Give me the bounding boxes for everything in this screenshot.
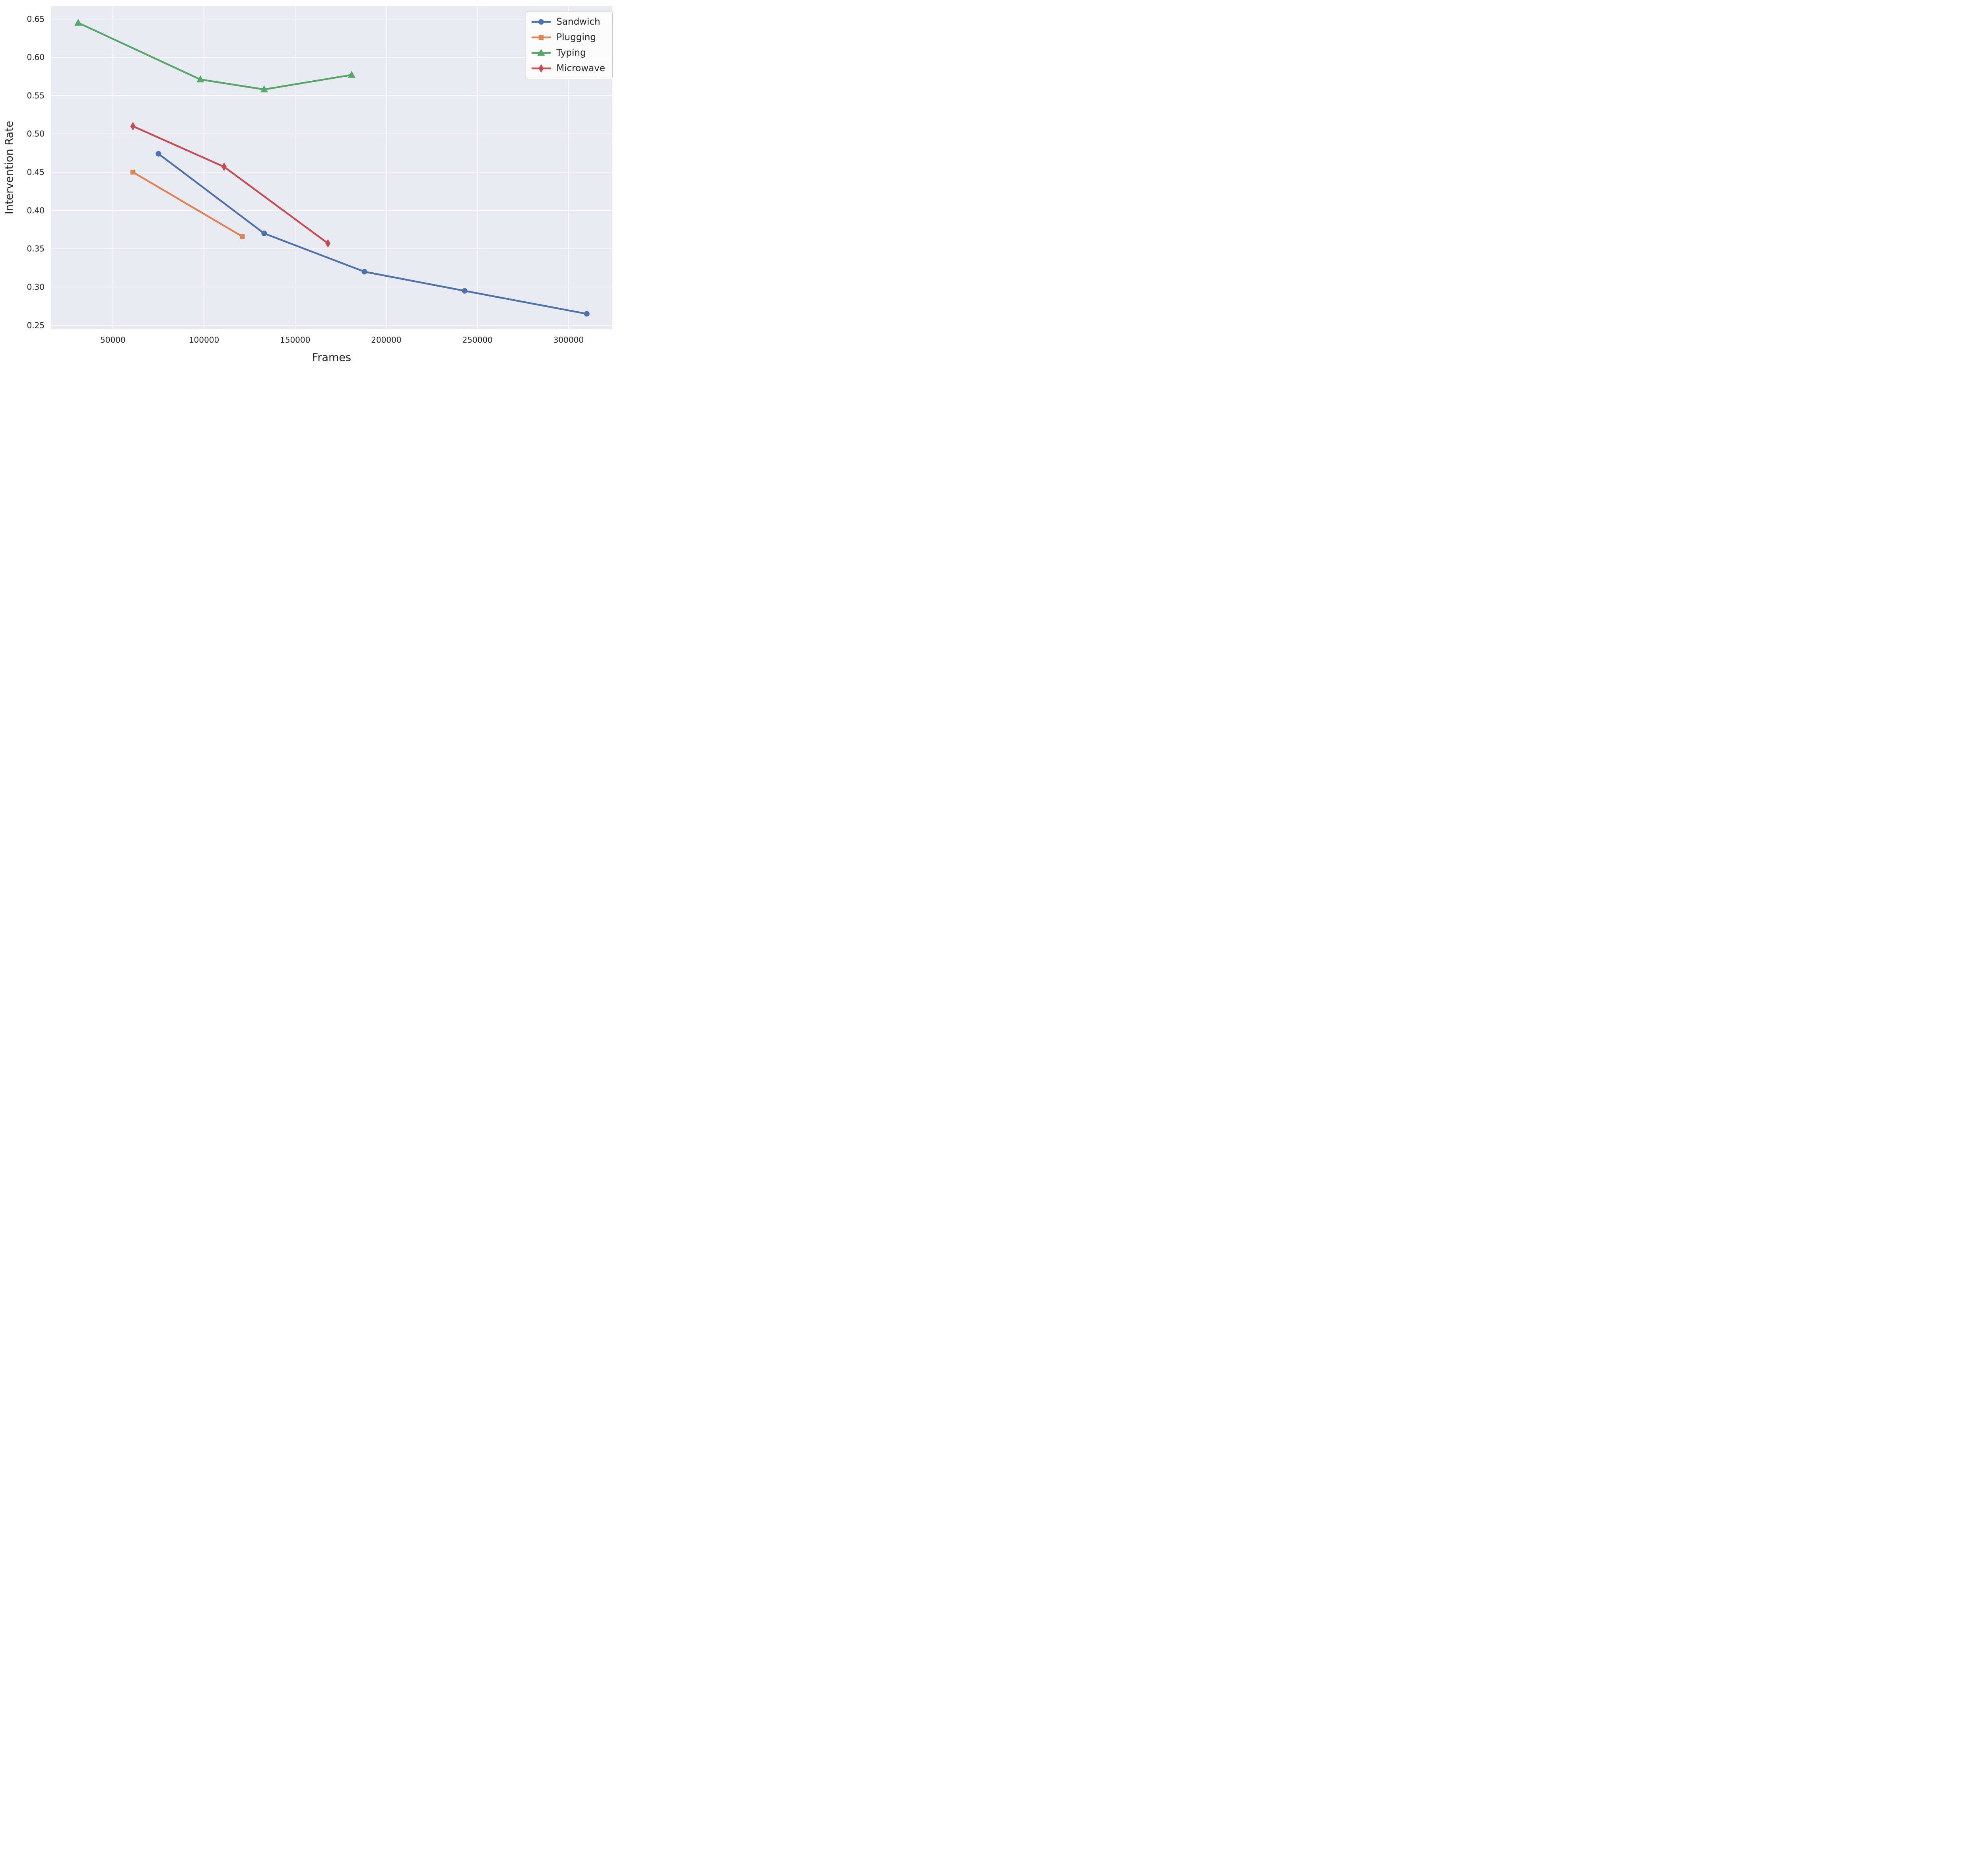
- x-tick-label: 150000: [280, 335, 310, 345]
- legend-label: Microwave: [556, 63, 605, 74]
- x-tick-label: 200000: [371, 335, 401, 345]
- square-marker: [240, 234, 245, 239]
- y-tick-label: 0.65: [27, 14, 45, 24]
- diamond-marker: [130, 122, 136, 131]
- diamond-marker: [221, 162, 227, 171]
- y-tick-label: 0.55: [27, 91, 45, 100]
- triangle-marker: [260, 85, 268, 93]
- x-tick-label: 50000: [100, 335, 126, 345]
- y-axis-label: Intervention Rate: [3, 121, 16, 214]
- x-tick-label: 300000: [553, 335, 584, 345]
- legend-label: Plugging: [556, 32, 596, 43]
- circle-marker: [584, 311, 590, 317]
- circle-marker: [538, 19, 544, 25]
- y-tick-label: 0.40: [27, 206, 45, 215]
- circle-marker: [361, 269, 367, 275]
- triangle-marker: [537, 48, 546, 56]
- y-tick-label: 0.30: [27, 282, 45, 292]
- x-tick-label: 100000: [189, 335, 219, 345]
- series-plugging: [130, 169, 245, 239]
- y-tick-label: 0.25: [27, 320, 45, 330]
- circle-marker: [155, 151, 161, 157]
- x-axis-label: Frames: [312, 351, 351, 364]
- triangle-marker: [196, 75, 204, 83]
- plot-area-background: [51, 6, 612, 329]
- legend-square-icon: [532, 35, 551, 40]
- y-tick-label: 0.50: [27, 129, 45, 139]
- legend-label: Typing: [556, 48, 586, 58]
- chart-canvas: 50000 100000 150000 200000 250000 300000 0.25 0…: [3, 6, 612, 364]
- legend-item-typing: Typing: [531, 47, 605, 58]
- series-sandwich: [155, 151, 590, 317]
- series-line: [132, 171, 243, 237]
- legend-label: Sandwich: [556, 17, 600, 27]
- series-line: [78, 22, 352, 91]
- circle-marker: [261, 231, 267, 237]
- legend-item-microwave: Microwave: [531, 63, 605, 74]
- diamond-marker: [538, 64, 544, 73]
- circle-marker: [462, 288, 468, 294]
- diamond-marker: [325, 239, 331, 248]
- square-marker: [539, 35, 544, 40]
- line-chart-figure: 50000 100000 150000 200000 250000 300000 0.25 0…: [0, 0, 626, 371]
- series-typing: [74, 19, 356, 93]
- y-tick-label: 0.35: [27, 244, 45, 254]
- legend-triangle-icon: [532, 48, 551, 56]
- legend-item-plugging: Plugging: [531, 32, 605, 43]
- y-tick-label: 0.45: [27, 167, 45, 177]
- y-tick-label: 0.60: [27, 52, 45, 62]
- legend-diamond-icon: [532, 64, 551, 73]
- square-marker: [130, 169, 136, 175]
- triangle-marker: [74, 19, 82, 26]
- legend: Sandwich Plugging Typing Microwave: [526, 11, 613, 79]
- triangle-marker: [348, 71, 356, 78]
- series-microwave: [130, 122, 331, 248]
- legend-item-sandwich: Sandwich: [531, 16, 605, 27]
- legend-circle-icon: [532, 19, 551, 25]
- x-tick-label: 250000: [462, 335, 493, 345]
